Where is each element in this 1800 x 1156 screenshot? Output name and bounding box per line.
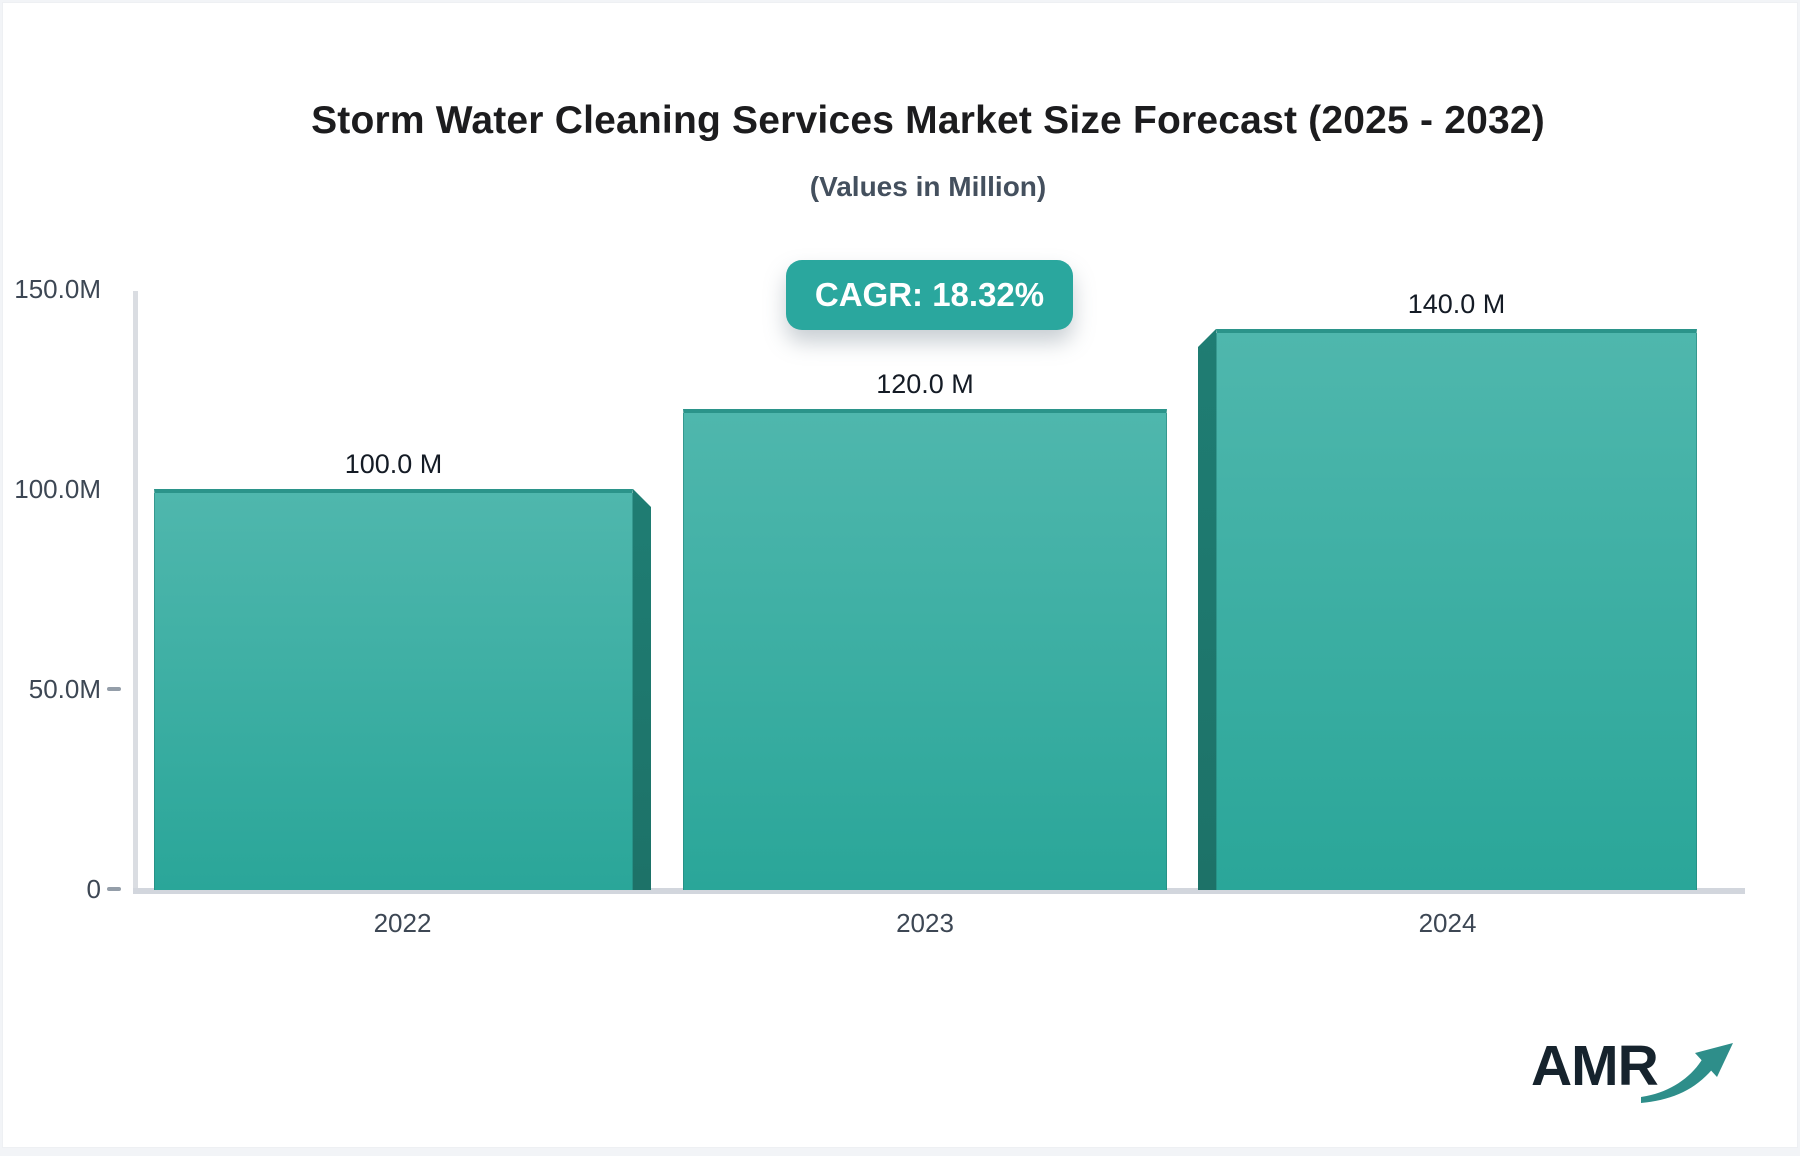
amr-logo-text: AMR — [1531, 1034, 1659, 1098]
plot-area: 0 50.0M 100.0M 150.0M 100.0 M 2022 120.0 M 2023… — [3, 3, 1800, 1149]
bar-2024[interactable] — [1216, 329, 1697, 890]
trend-up-arrow-icon — [1641, 1043, 1733, 1103]
y-axis-tick-label-50.0M: 50.0M — [28, 674, 101, 704]
x-axis-line — [133, 888, 1745, 894]
bar-2022[interactable] — [154, 489, 633, 890]
bar-value-label-2024: 140.0 M — [1407, 289, 1506, 319]
bar-3d-side-2022 — [633, 489, 651, 890]
x-axis-label-2023: 2023 — [896, 908, 954, 938]
y-axis-tick-mark — [107, 687, 121, 691]
x-axis-label-2022: 2022 — [373, 908, 432, 938]
y-axis-tick-mark — [107, 887, 121, 891]
bar-3d-side-2024 — [1198, 329, 1216, 890]
chart-title: Storm Water Cleaning Services Market Siz… — [311, 99, 1545, 142]
bar-value-label-2022: 100.0 M — [344, 449, 443, 479]
y-axis-tick-label-0: 0 — [86, 874, 101, 904]
cagr-badge: CAGR: 18.32% — [786, 260, 1073, 330]
amr-logo: AMR — [1531, 1033, 1733, 1113]
y-axis-tick-label-100.0M: 100.0M — [14, 474, 101, 504]
bar-value-label-2023: 120.0 M — [876, 369, 974, 399]
x-axis-label-2024: 2024 — [1418, 908, 1477, 938]
chart-subtitle: (Values in Million) — [809, 171, 1047, 202]
y-axis-tick-label-150.0M: 150.0M — [14, 274, 101, 304]
y-axis-line — [133, 291, 138, 889]
bar-2023[interactable] — [683, 409, 1167, 890]
